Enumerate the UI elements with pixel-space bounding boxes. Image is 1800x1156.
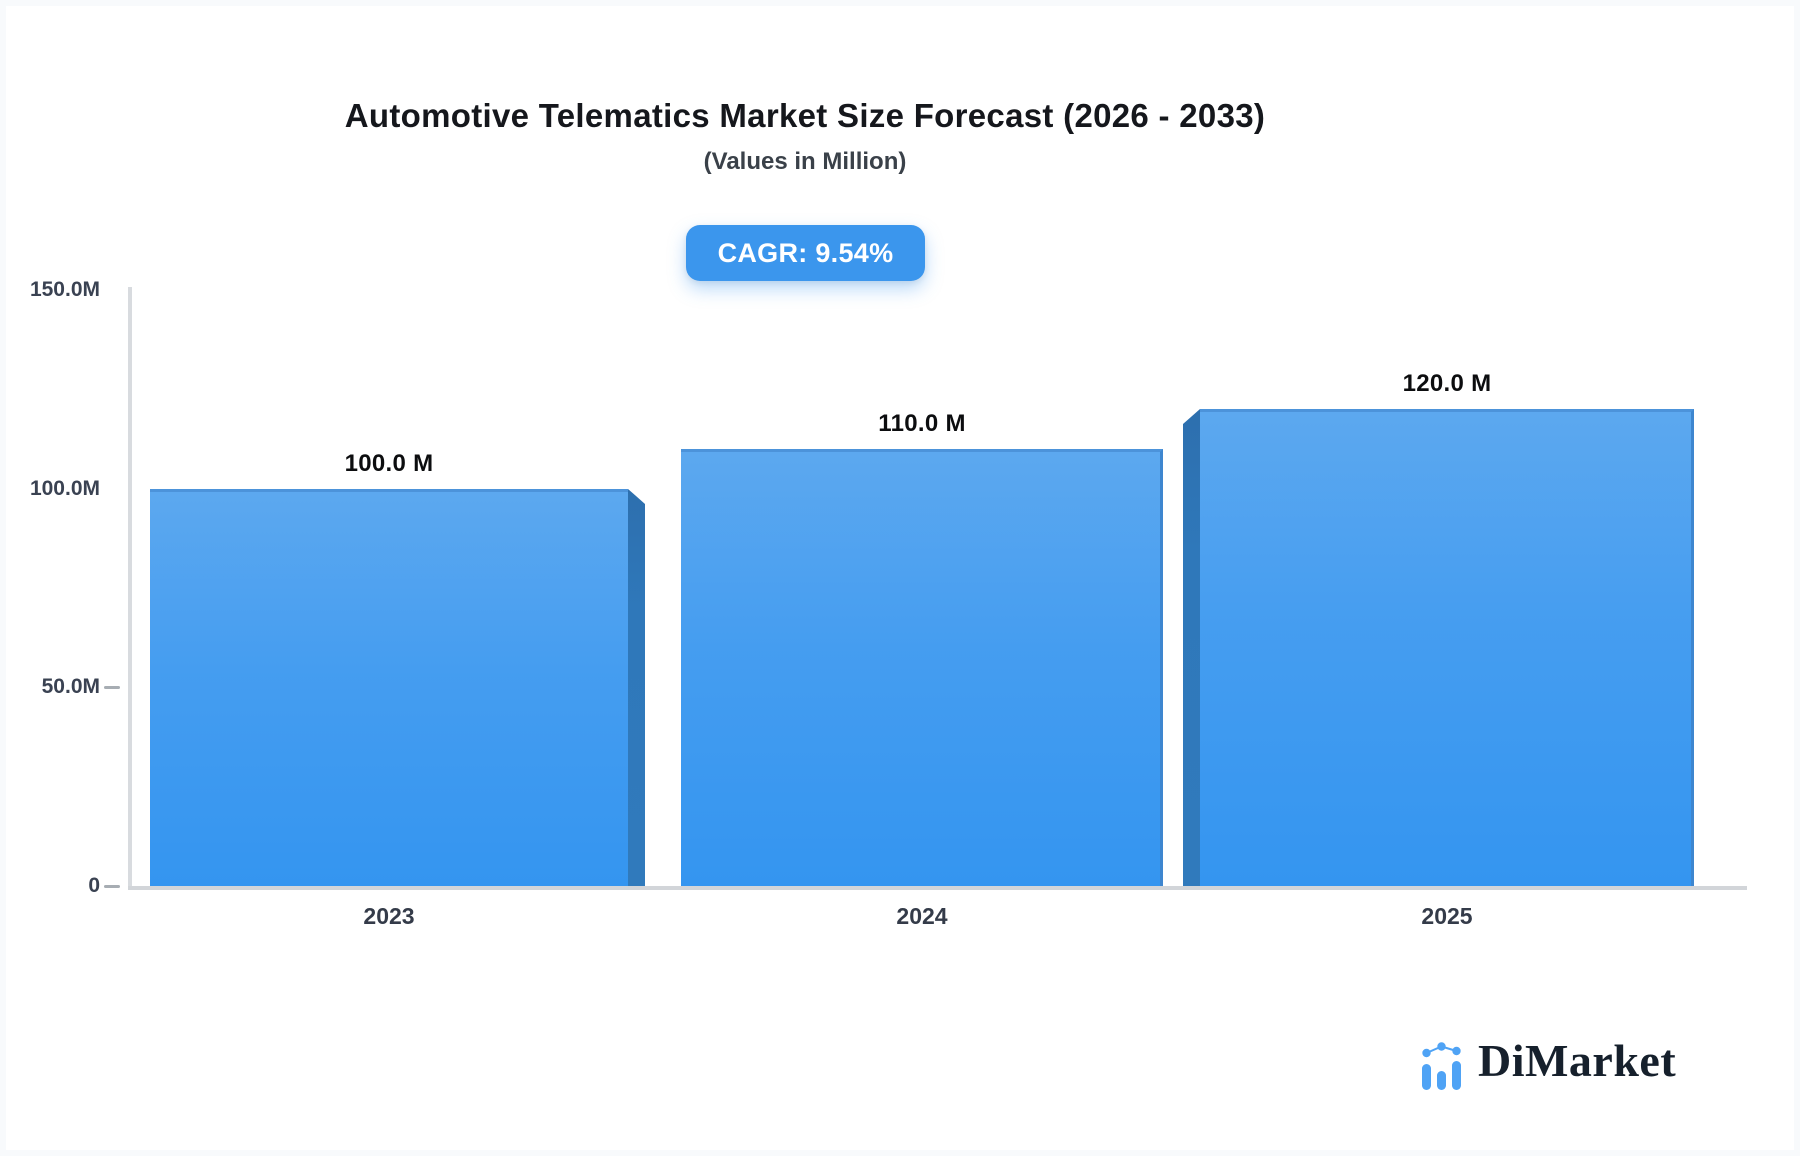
bar-3d-side-2025 (1183, 409, 1200, 886)
bar-3d-side-2023 (628, 489, 645, 886)
xtick-label-2024: 2024 (896, 903, 948, 929)
bar-value-label-2024: 110.0 M (878, 410, 966, 437)
brand-name: DiMarket (1478, 1035, 1677, 1086)
ytick-mark-50m (104, 686, 120, 690)
ytick-label-50m: 50.0M (41, 675, 100, 699)
bar-body-2024[interactable] (681, 449, 1163, 886)
cagr-badge-label: CAGR: 9.54% (717, 237, 894, 268)
chart-subtitle: (Values in Million) (703, 148, 907, 175)
y-axis-line (128, 287, 132, 890)
bar-value-label-2025: 120.0 M (1402, 370, 1492, 397)
ytick-label-0: 0 (88, 874, 100, 897)
ytick-label-100m: 100.0M (29, 476, 100, 500)
bar-body-2023[interactable] (150, 489, 628, 886)
ytick-mark-0 (104, 885, 120, 888)
bar-body-2025[interactable] (1200, 409, 1694, 886)
dimarket-logo-icon (1422, 1042, 1461, 1090)
cagr-badge: CAGR: 9.54% (686, 225, 925, 281)
brand-logo: DiMarket (1420, 1035, 1677, 1092)
xtick-label-2023: 2023 (363, 903, 415, 929)
x-axis-line (128, 886, 1747, 890)
ytick-label-150m: 150.0M (29, 278, 100, 301)
chart-title: Automotive Telematics Market Size Foreca… (344, 97, 1266, 134)
xtick-label-2025: 2025 (1421, 903, 1473, 929)
bar-value-label-2023: 100.0 M (344, 450, 434, 477)
